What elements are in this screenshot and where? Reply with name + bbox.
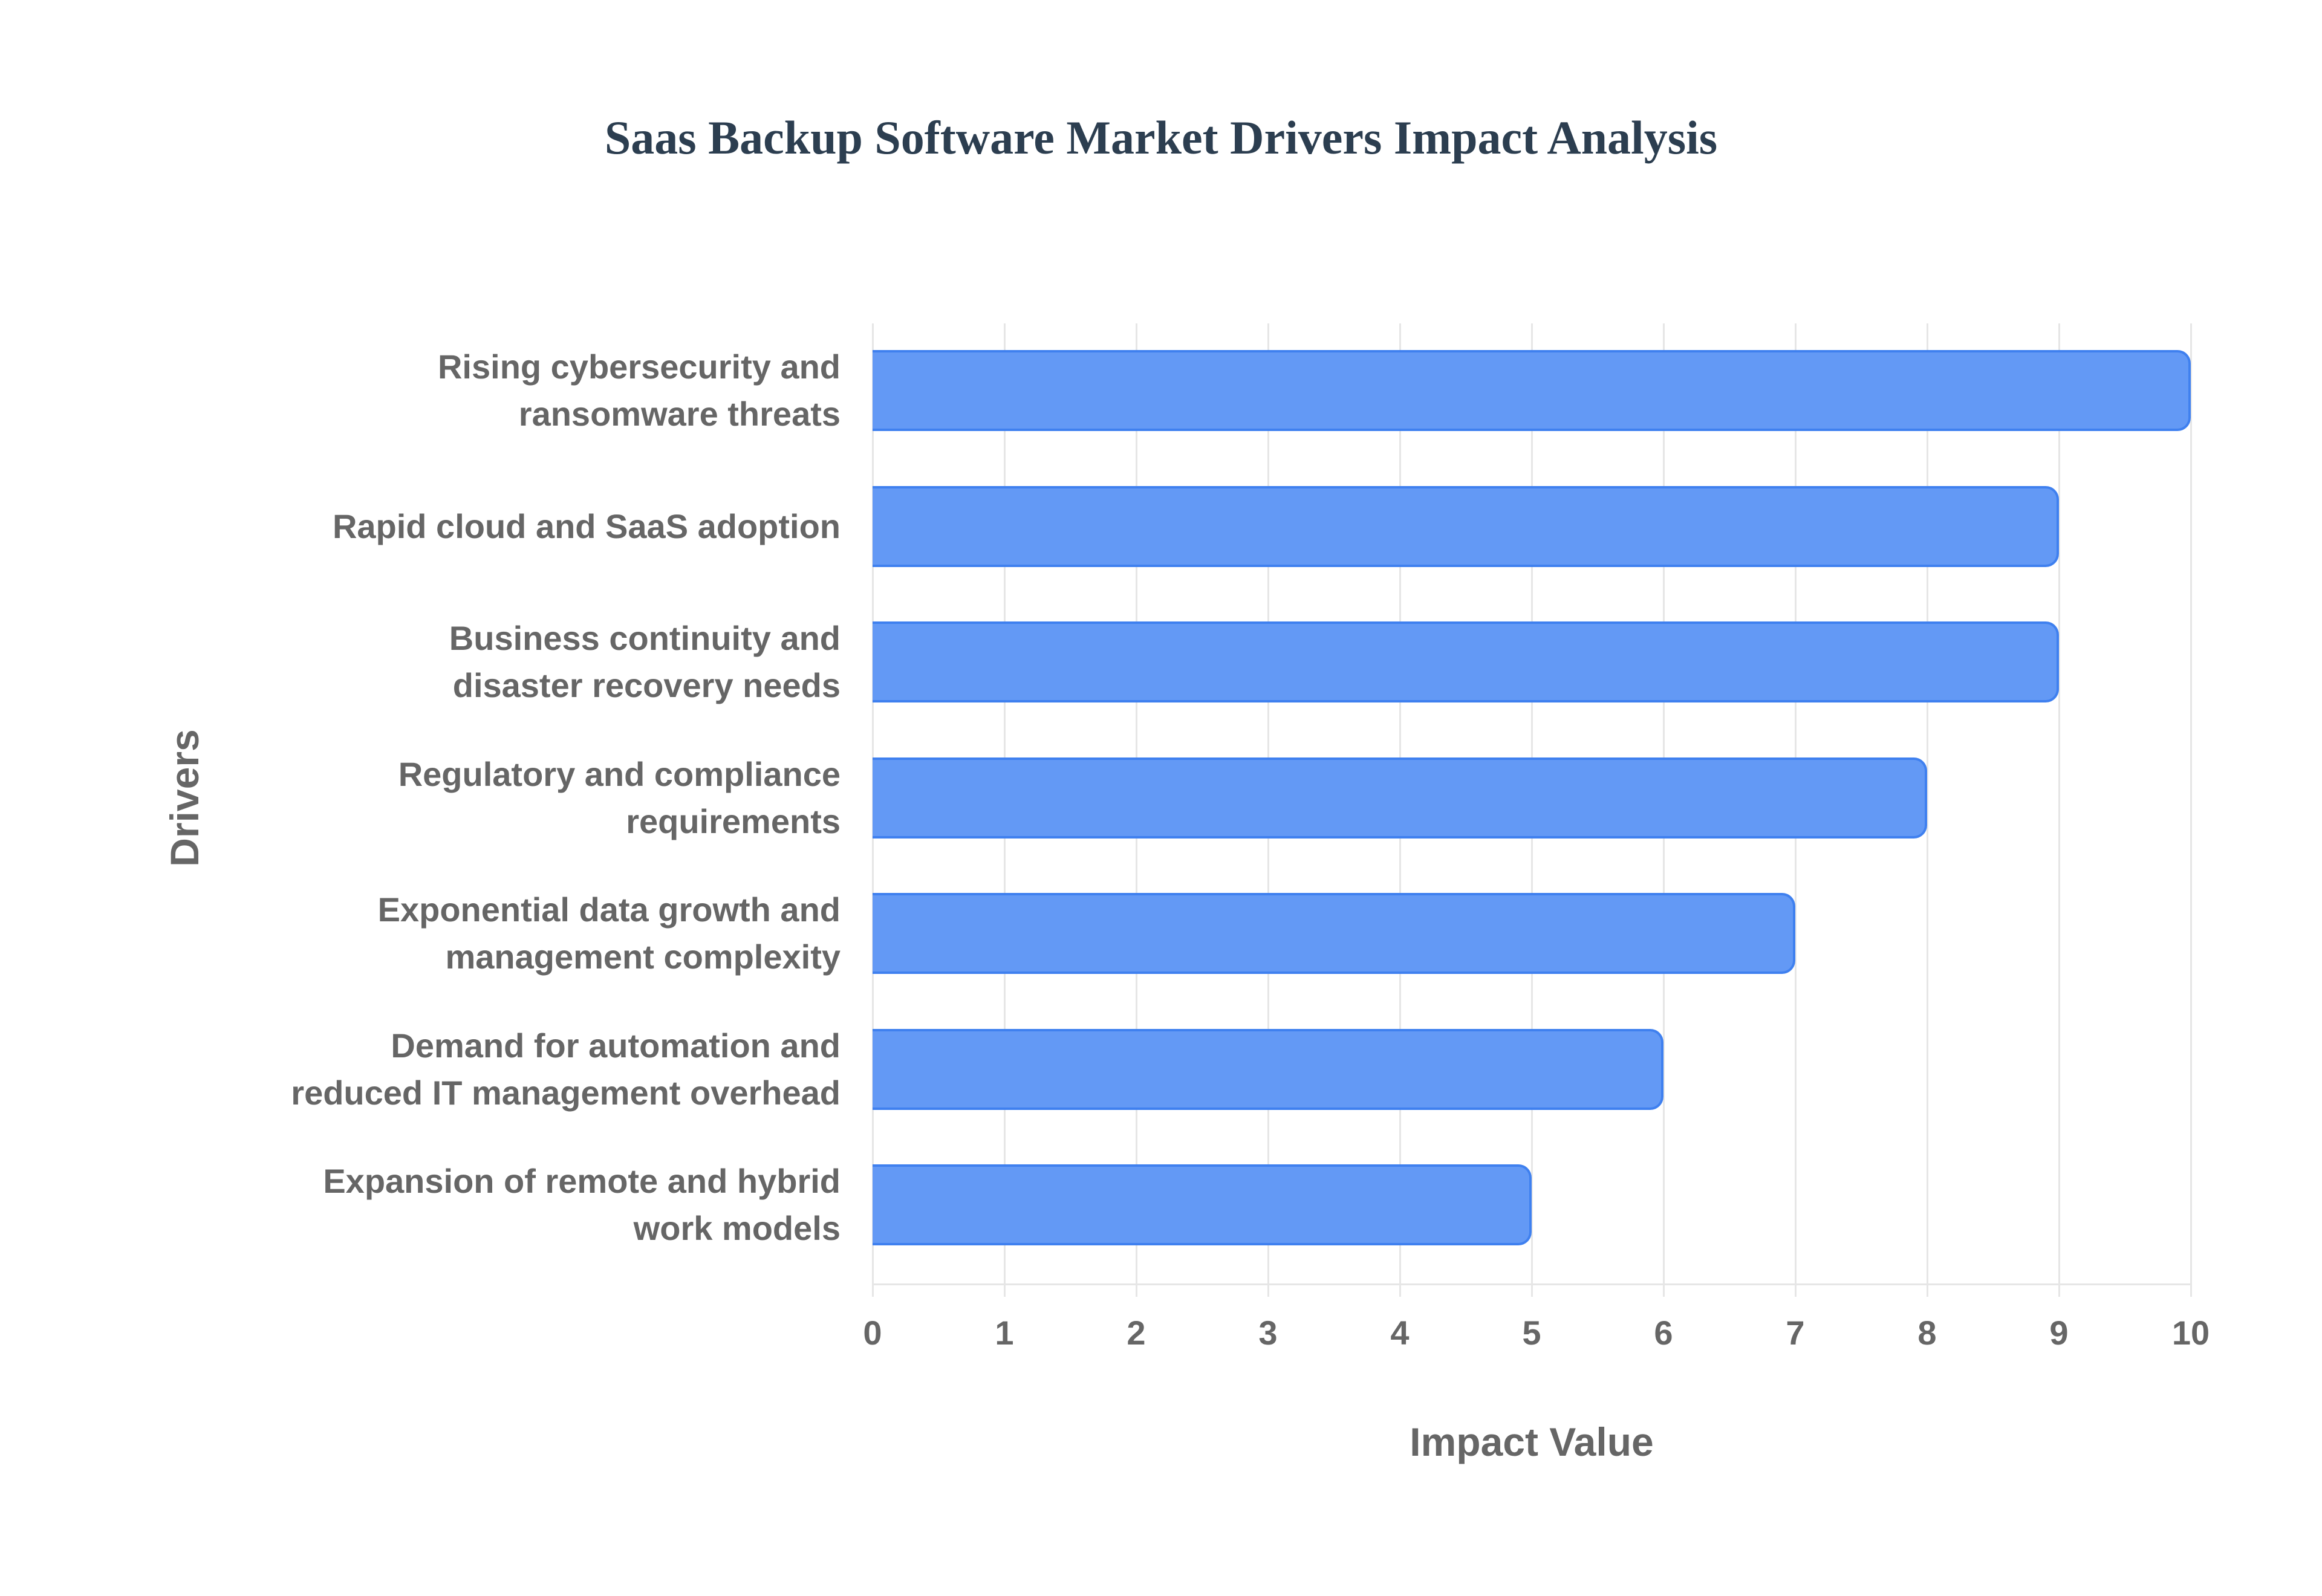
x-tick-label: 9 bbox=[2049, 1314, 2069, 1352]
gridline bbox=[1927, 323, 1928, 1297]
y-tick-label: Rising cybersecurity and ransomware threa… bbox=[437, 348, 841, 433]
y-tick-label: Exponential data growth and management co… bbox=[377, 890, 841, 976]
y-tick-label: Demand for automation and reduced IT mana… bbox=[291, 1026, 841, 1112]
x-tick-label: 5 bbox=[1522, 1314, 1541, 1352]
bar[interactable] bbox=[873, 350, 2191, 431]
x-tick-label: 10 bbox=[2171, 1314, 2210, 1352]
y-tick-label: Regulatory and compliance requirements bbox=[398, 754, 841, 840]
gridline bbox=[2190, 323, 2192, 1297]
bar[interactable] bbox=[873, 1164, 1532, 1245]
y-tick-label: Rapid cloud and SaaS adoption bbox=[332, 507, 841, 545]
x-axis-title: Impact Value bbox=[1410, 1419, 1654, 1464]
gridline bbox=[2058, 323, 2060, 1297]
x-tick-label: 7 bbox=[1786, 1314, 1805, 1352]
x-tick-label: 3 bbox=[1258, 1314, 1278, 1352]
x-tick-label: 1 bbox=[995, 1314, 1014, 1352]
x-axis-line bbox=[873, 1283, 2191, 1285]
y-tick-label: Business continuity and disaster recovery… bbox=[449, 619, 841, 704]
x-tick-label: 6 bbox=[1654, 1314, 1673, 1352]
chart-title: Saas Backup Software Market Drivers Impa… bbox=[604, 111, 1718, 164]
bar[interactable] bbox=[873, 485, 2059, 567]
plot-area bbox=[872, 323, 2192, 1297]
bar[interactable] bbox=[873, 893, 1795, 974]
x-tick-label: 4 bbox=[1390, 1314, 1410, 1352]
x-tick-label: 2 bbox=[1127, 1314, 1146, 1352]
bar[interactable] bbox=[873, 757, 1927, 839]
x-tick-label: 8 bbox=[1917, 1314, 1937, 1352]
y-tick-label: Expansion of remote and hybrid work model… bbox=[323, 1162, 841, 1247]
bar[interactable] bbox=[873, 1028, 1663, 1110]
x-tick-label: 0 bbox=[863, 1314, 882, 1352]
bar[interactable] bbox=[873, 621, 2059, 702]
